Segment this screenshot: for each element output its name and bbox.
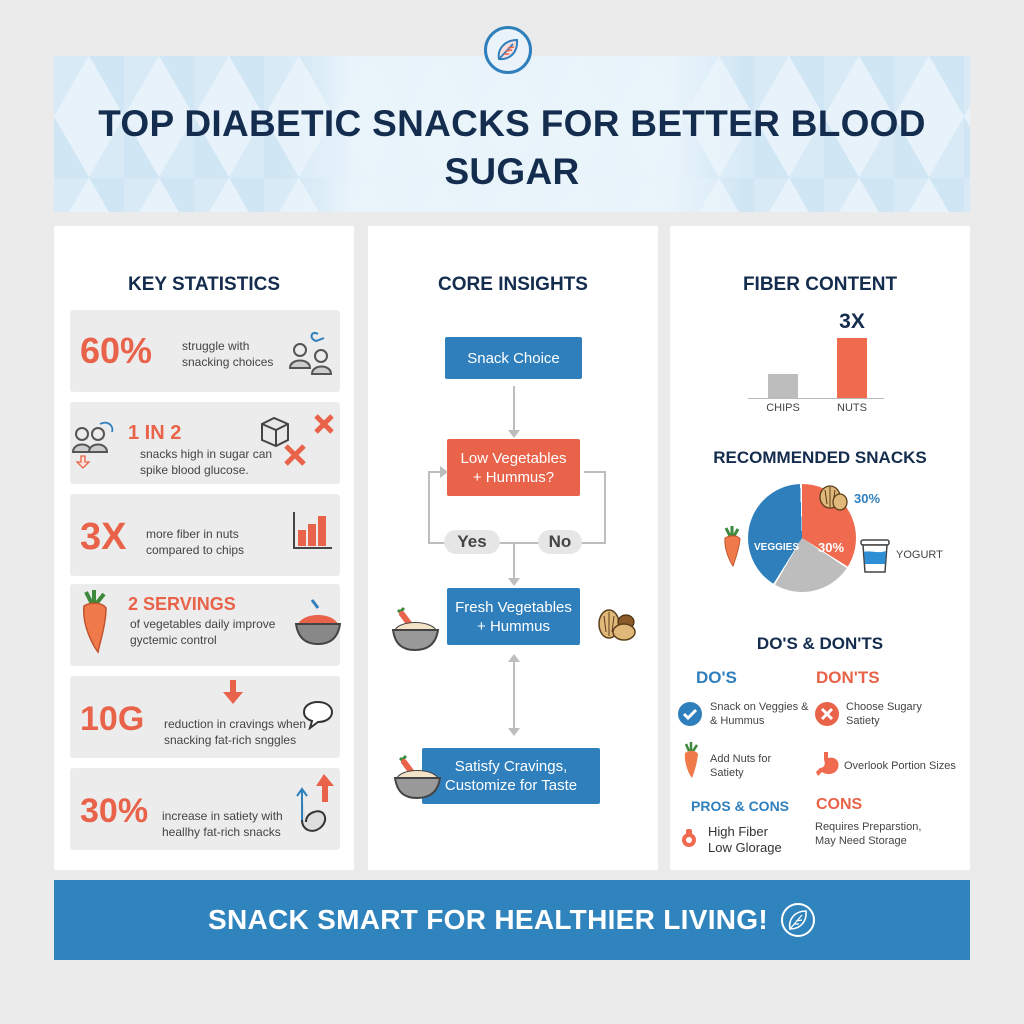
nuts-icon: [818, 484, 848, 517]
bowl-icon: [294, 598, 342, 655]
cons-text: Requires Preparstion, May Need Storage: [815, 821, 922, 847]
flow-connector: [513, 544, 515, 582]
stat-card: 60% struggle with snacking choices: [70, 310, 340, 392]
sugar-cube-icon: [254, 410, 338, 479]
stat-card: 2 SERVINGS of vegetables daily improve gy…: [70, 584, 342, 666]
recommended-snacks-title: RECOMMENDED SNACKS: [713, 448, 927, 467]
nuts-icon: [596, 608, 638, 649]
stomach-arrow-icon: [294, 774, 338, 841]
stat-desc: increase in satiety with heallhy fat-rich…: [162, 809, 283, 839]
arrow-down-icon: [508, 578, 520, 586]
arrow-down-icon: [222, 680, 244, 711]
dont-item: Choose Sugary Satiety: [846, 701, 922, 727]
dos-donts-title: DO'S & DON'TS: [756, 634, 884, 653]
stat-card: 3X more fiber in nuts compared to chips: [70, 494, 340, 576]
stat-desc: of vegetables daily improve gyctemic cont…: [130, 617, 276, 647]
dont-item: Overlook Portion Sizes: [844, 760, 956, 772]
stomach-icon: [814, 750, 840, 781]
bar-nuts: [837, 338, 867, 398]
flow-node-result: Fresh Vegetables + Hummus: [447, 588, 580, 645]
stat-value: 3X: [80, 516, 127, 558]
carrot-icon: [76, 590, 112, 661]
pros-icon: [680, 828, 698, 853]
flow-connector: [428, 471, 430, 543]
bar-label-nuts: NUTS: [837, 402, 867, 414]
flow-label-yes: Yes: [444, 530, 500, 554]
bar-annotation: 3X: [839, 310, 865, 333]
yogurt-icon: [860, 538, 890, 579]
chart-baseline: [748, 398, 884, 399]
core-insights-panel: CORE INSIGHTS Snack Choice Low Vegetable…: [368, 226, 658, 870]
x-circle-icon: [815, 702, 839, 731]
flow-connector: [513, 386, 515, 434]
stat-value: 1 IN 2: [128, 422, 182, 444]
stat-desc: snacks high in sugar can spike blood gluc…: [140, 447, 273, 477]
bar-label-chips: CHIPS: [766, 402, 800, 414]
pie-outer-label-nuts: 30%: [854, 491, 881, 506]
fiber-and-snacks-panel: FIBER CONTENT 3X CHIPS NUTS RECOMMENDED …: [670, 226, 970, 870]
stat-card: 1 IN 2 snacks high in sugar can spike blo…: [70, 402, 340, 484]
pie-label-veggies: VEGGIES: [754, 542, 800, 553]
cons-heading: CONS: [816, 796, 863, 813]
header-banner: [54, 56, 970, 212]
stat-value: 30%: [80, 792, 149, 830]
flow-connector: [428, 542, 606, 544]
stat-desc: reduction in cravings when snacking fat-r…: [164, 717, 307, 747]
arrow-down-icon: [508, 430, 520, 438]
flow-node-decision: Low Vegetables + Hummus?: [447, 439, 580, 496]
flow-node-end: Satisfy Cravings, Customize for Taste: [422, 748, 600, 804]
key-statistics-title: KEY STATISTICS: [127, 274, 281, 295]
people-swap-icon: [288, 324, 336, 381]
fiber-content-title: FIBER CONTENT: [742, 274, 898, 295]
arrow-right-icon: [440, 466, 448, 478]
carrot-icon: [722, 526, 742, 573]
pie-label-yogurt: YOGURT: [896, 549, 943, 561]
stat-desc: more fiber in nuts compared to chips: [146, 527, 245, 557]
dos-heading: DO'S: [696, 668, 737, 687]
key-statistics-panel: KEY STATISTICS 60% struggle with snacking…: [54, 226, 354, 870]
do-item: Snack on Veggies & & Hummus: [710, 701, 809, 727]
leaf-icon: [484, 26, 532, 74]
flow-node-snack-choice: Snack Choice: [445, 337, 582, 379]
flow-connector: [604, 471, 606, 543]
stat-value: 60%: [80, 330, 153, 371]
stat-desc: struggle with snacking choices: [182, 339, 274, 369]
leaf-icon: [780, 902, 816, 938]
hummus-bowl-icon: [392, 754, 442, 805]
flow-connector: [584, 471, 606, 473]
stat-value: 10G: [80, 700, 145, 738]
stat-value: 2 SERVINGS: [128, 594, 236, 614]
do-item: Add Nuts for Satiety: [710, 753, 772, 779]
hummus-bowl-icon: [390, 606, 440, 657]
flow-connector: [428, 471, 442, 473]
page-title: TOP DIABETIC SNACKS FOR BETTER BLOOD SUG…: [98, 103, 926, 192]
stat-card: 30% increase in satiety with heallhy fat-…: [70, 768, 340, 850]
check-circle-icon: [678, 702, 702, 731]
donts-heading: DON'TS: [816, 668, 880, 687]
pros-text: High Fiber Low Glorage: [708, 824, 782, 855]
flow-connector: [513, 658, 515, 732]
flow-label-no: No: [538, 530, 582, 554]
speech-bubble-icon: [302, 698, 334, 735]
bar-chart-icon: [290, 510, 334, 559]
people-down-icon: [71, 420, 118, 475]
carrot-icon: [682, 742, 700, 785]
pie-label-nuts: 30%: [818, 540, 845, 555]
arrow-down-icon: [508, 728, 520, 736]
stat-card: 10G reduction in cravings when snacking f…: [70, 676, 340, 758]
bar-chips: [768, 374, 798, 398]
pros-heading: PROS & CONS: [691, 798, 790, 814]
arrow-up-icon: [508, 654, 520, 662]
core-insights-title: CORE INSIGHTS: [438, 274, 588, 295]
footer-banner: SNACK SMART FOR HEALTHIER LIVING!: [54, 880, 970, 960]
footer-text: SNACK SMART FOR HEALTHIER LIVING!: [207, 904, 769, 935]
